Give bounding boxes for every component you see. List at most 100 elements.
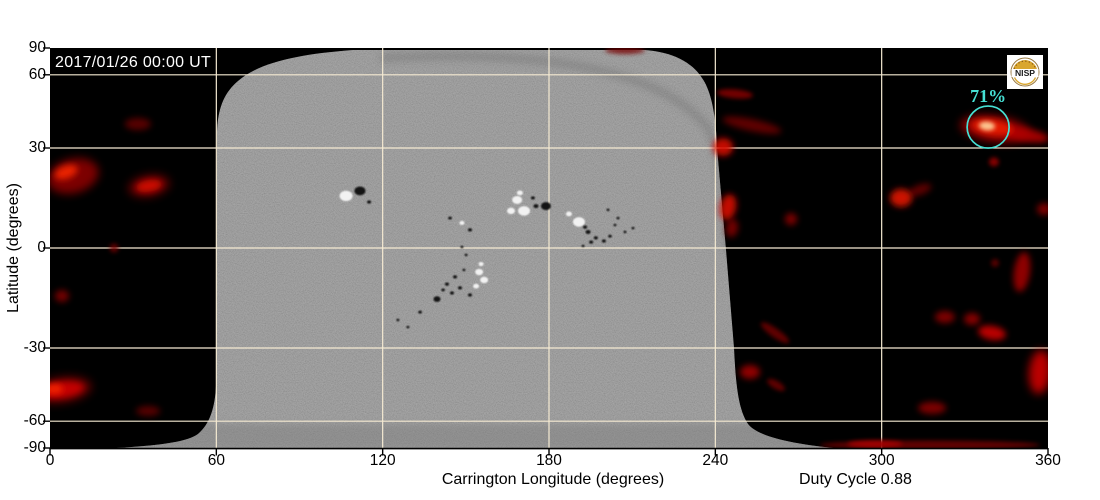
x-tick-label: 240 [702,452,729,469]
activity-percentage-label: 71% [970,86,1007,107]
x-tick-label: 180 [536,452,562,469]
farside-activity-blob [1003,127,1048,143]
y-axis-title: Latitude (degrees) [5,183,22,313]
active-region-negative [464,253,468,257]
farside-activity-blob [713,138,734,157]
farside-activity-blob [1037,203,1048,216]
y-tick-label: -90 [23,439,46,456]
nisp-logo: NISP [1007,55,1043,89]
active-region-positive [475,268,484,276]
active-region-positive [473,283,480,289]
active-region-negative [585,229,591,234]
y-tick-label: 30 [28,139,46,156]
x-tick-label: 60 [207,452,225,469]
farside-activity-blob [719,194,737,220]
active-region-negative [433,296,441,302]
active-region-negative [467,228,472,232]
x-tick-label: 0 [45,452,55,469]
x-tick-label: 120 [369,452,396,469]
active-region-negative [608,234,612,238]
farside-activity-blob [1028,350,1048,394]
timestamp-label: 2017/01/26 00:00 UT [55,54,212,71]
active-region-negative [467,293,472,297]
active-region-negative [533,204,539,209]
magnetogram-disk [108,50,840,449]
farside-activity-blob [991,258,1000,267]
active-region-negative [406,325,410,329]
duty-cycle-label: Duty Cycle 0.88 [799,471,912,488]
farside-activity-blob [50,383,64,394]
active-region-positive [572,217,585,227]
active-region-negative [418,310,422,314]
active-region-negative [441,288,445,292]
active-region-negative [449,291,454,295]
farside-activity-blob [918,401,947,414]
x-tick-label: 300 [868,452,895,469]
active-region-positive [478,262,484,267]
farside-activity-blob [847,440,903,448]
y-tick-label: 60 [28,65,46,83]
farside-activity-blob [890,188,913,207]
farside-blobs-layer [50,48,1048,448]
farside-activity-blob [978,325,1006,341]
active-region-positive [339,190,353,202]
x-axis-title: Carrington Longitude (degrees) [441,471,665,488]
y-tick-label: 0 [37,239,46,256]
active-region-negative [581,244,585,248]
active-region-positive [459,220,465,225]
active-region-negative [462,268,466,272]
active-region-negative [460,245,464,249]
farside-activity-blob [964,313,981,326]
active-region-negative [616,216,620,220]
farside-activity-blob [54,164,78,180]
farside-activity-blob [604,48,645,54]
active-regions-layer [339,186,635,329]
farside-activity-blob [124,118,151,131]
active-region-negative [631,226,635,230]
nisp-logo-bottom-arc [1013,77,1037,86]
farside-activity-blob [760,322,790,344]
active-region-negative [613,223,617,227]
y-tick-label: -60 [23,412,46,430]
active-region-negative [601,239,606,243]
active-region-negative [354,186,366,196]
farside-activity-blob [739,364,760,379]
farside-activity-blob [1013,252,1031,292]
active-region-negative [396,318,400,322]
active-region-negative [458,286,463,290]
active-region-negative [448,216,452,220]
active-region-positive [518,206,531,216]
limb-bottom-shading [108,424,840,449]
nisp-logo-emblem: NISP [1010,57,1040,87]
farside-activity-blob [785,213,798,226]
x-tick-label: 360 [1035,452,1061,469]
active-region-negative [540,202,551,211]
active-region-positive [480,276,489,284]
activity-annotation-circle [966,105,1010,149]
farside-activity-blob [988,157,999,167]
active-region-negative [606,208,610,212]
farside-activity-blob [979,121,995,131]
active-region-negative [530,196,535,200]
farside-activity-blob [722,116,782,134]
active-region-positive [565,211,572,217]
farside-activity-blob [767,378,785,391]
active-region-negative [593,236,598,240]
farside-activity-blob [717,89,753,99]
farside-activity-blob [908,183,932,197]
grid-lines [50,48,1048,448]
active-region-negative [444,282,449,286]
farside-activity-blob [136,406,161,417]
y-tick-label: 90 [28,39,46,56]
farside-activity-blob [934,311,955,324]
farside-activity-blob [109,243,119,253]
axes-layer [43,47,1049,456]
farside-activity-blob [725,219,739,238]
active-region-positive [512,195,523,204]
active-region-negative [453,275,458,279]
active-region-positive [507,207,516,215]
farside-activity-blob [50,158,99,194]
farside-activity-blob [136,179,162,193]
